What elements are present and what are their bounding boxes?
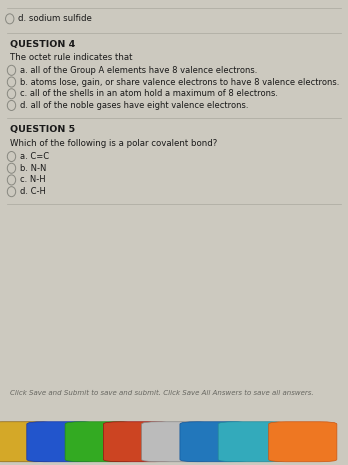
FancyBboxPatch shape — [65, 422, 133, 462]
Text: d. C-H: d. C-H — [20, 187, 46, 196]
Text: QUESTION 4: QUESTION 4 — [10, 40, 75, 49]
FancyBboxPatch shape — [27, 422, 95, 462]
Text: c. N-H: c. N-H — [20, 175, 46, 185]
FancyBboxPatch shape — [103, 422, 172, 462]
Text: Click Save and Submit to save and submit. Click Save All Answers to save all ans: Click Save and Submit to save and submit… — [10, 391, 313, 396]
Text: d. sodium sulfide: d. sodium sulfide — [18, 14, 92, 23]
FancyBboxPatch shape — [180, 422, 248, 462]
Text: b. atoms lose, gain, or share valence electrons to have 8 valence electrons.: b. atoms lose, gain, or share valence el… — [20, 78, 340, 86]
Text: b. N-N: b. N-N — [20, 164, 47, 173]
FancyBboxPatch shape — [142, 422, 210, 462]
Text: Which of the following is a polar covalent bond?: Which of the following is a polar covale… — [10, 139, 217, 147]
FancyBboxPatch shape — [218, 422, 286, 462]
Text: a. C=C: a. C=C — [20, 152, 49, 161]
FancyBboxPatch shape — [0, 422, 53, 462]
Text: a. all of the Group A elements have 8 valence electrons.: a. all of the Group A elements have 8 va… — [20, 66, 258, 75]
FancyBboxPatch shape — [269, 422, 337, 462]
Text: c. all of the shells in an atom hold a maximum of 8 electrons.: c. all of the shells in an atom hold a m… — [20, 89, 278, 98]
Text: The octet rule indicates that: The octet rule indicates that — [10, 53, 132, 62]
Text: d. all of the noble gases have eight valence electrons.: d. all of the noble gases have eight val… — [20, 101, 249, 110]
Text: QUESTION 5: QUESTION 5 — [10, 125, 75, 134]
